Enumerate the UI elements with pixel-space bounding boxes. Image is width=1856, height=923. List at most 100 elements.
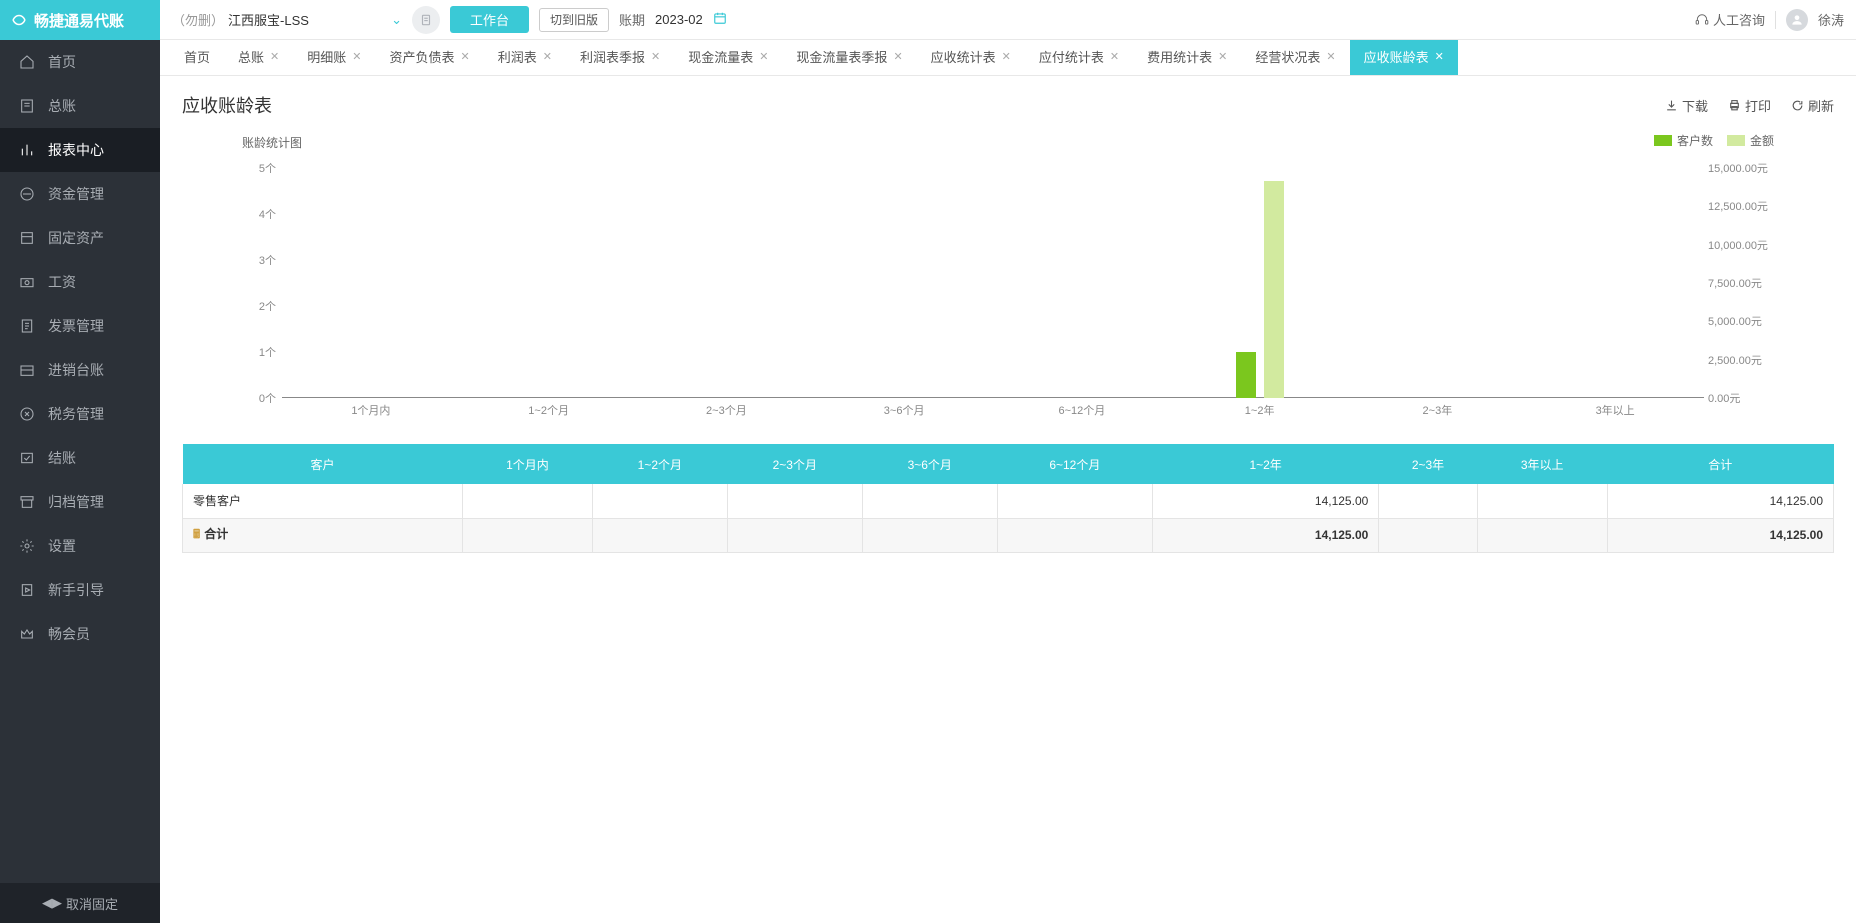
clipboard-icon[interactable] <box>412 6 440 34</box>
tab-label: 利润表季报 <box>580 47 645 66</box>
tab-3[interactable]: 资产负债表✕ <box>375 40 483 75</box>
tab-label: 费用统计表 <box>1147 47 1212 66</box>
tab-label: 首页 <box>184 47 210 66</box>
close-icon[interactable]: ✕ <box>1218 50 1227 63</box>
legend-item[interactable]: 客户数 <box>1654 132 1713 149</box>
cell <box>1477 484 1607 518</box>
x-tick: 1~2年 <box>1245 402 1275 418</box>
tab-label: 应收统计表 <box>931 47 996 66</box>
close-icon[interactable]: ✕ <box>651 50 660 63</box>
chart-title: 账龄统计图 <box>242 134 302 151</box>
tab-6[interactable]: 现金流量表✕ <box>674 40 782 75</box>
sidebar-toggle[interactable]: ◀▶ 取消固定 <box>0 883 160 923</box>
refresh-button[interactable]: 刷新 <box>1791 96 1834 115</box>
tab-4[interactable]: 利润表✕ <box>484 40 566 75</box>
org-prefix: （勿删） <box>172 10 224 29</box>
nav-item-salary[interactable]: 工资 <box>0 260 160 304</box>
aging-chart: 账龄统计图 客户数金额 0个1个2个3个4个5个0.00元2,500.00元5,… <box>182 128 1834 428</box>
close-icon[interactable]: ✕ <box>759 50 768 63</box>
tab-10[interactable]: 费用统计表 ✕ <box>1133 40 1241 75</box>
support-link[interactable]: 人工咨询 <box>1695 10 1765 29</box>
close-icon[interactable]: ✕ <box>461 50 470 63</box>
close-icon[interactable]: ✕ <box>1110 50 1119 63</box>
avatar[interactable] <box>1786 9 1808 31</box>
nav-item-ledger[interactable]: 总账 <box>0 84 160 128</box>
old-version-button[interactable]: 切到旧版 <box>539 8 609 32</box>
download-label: 下载 <box>1682 96 1708 115</box>
close-icon[interactable]: ✕ <box>1002 50 1011 63</box>
y-right-tick: 5,000.00元 <box>1708 313 1796 329</box>
x-tick: 2~3年 <box>1423 402 1453 418</box>
tab-12[interactable]: 应收账龄表 ✕ <box>1350 40 1458 75</box>
x-tick: 1个月内 <box>351 402 390 418</box>
x-tick: 2~3个月 <box>706 402 747 418</box>
tab-5[interactable]: 利润表季报 ✕ <box>566 40 674 75</box>
org-selector[interactable]: （勿删） 江西服宝-LSS ⌄ <box>172 10 402 29</box>
y-left-tick: 3个 <box>252 252 276 268</box>
brand-logo[interactable]: 畅捷通易代账 <box>0 0 160 40</box>
calendar-icon[interactable] <box>713 11 727 28</box>
tab-8[interactable]: 应收统计表 ✕ <box>917 40 1025 75</box>
nav-item-tax[interactable]: 税务管理 <box>0 392 160 436</box>
th: 合计 <box>1607 444 1833 484</box>
brand-text: 畅捷通易代账 <box>34 10 124 31</box>
tab-2[interactable]: 明细账✕ <box>293 40 375 75</box>
tab-0[interactable]: 首页 <box>170 40 224 75</box>
tab-9[interactable]: 应付统计表✕ <box>1025 40 1133 75</box>
print-button[interactable]: 打印 <box>1728 96 1771 115</box>
nav-item-settings[interactable]: 设置 <box>0 524 160 568</box>
close-icon[interactable]: ✕ <box>1326 50 1335 63</box>
tab-11[interactable]: 经营状况表✕ <box>1241 40 1349 75</box>
th: 1个月内 <box>463 444 593 484</box>
legend-label: 客户数 <box>1677 132 1713 149</box>
chart-legend: 客户数金额 <box>1654 132 1774 149</box>
fund-icon <box>18 185 36 203</box>
tab-label: 应收账龄表 <box>1364 47 1429 66</box>
th: 2~3个月 <box>727 444 862 484</box>
nav-item-report[interactable]: 报表中心 <box>0 128 160 172</box>
cell <box>463 518 593 552</box>
nav-label: 归档管理 <box>48 492 104 512</box>
username[interactable]: 徐涛 <box>1818 10 1844 29</box>
table-row[interactable]: 零售客户14,125.0014,125.00 <box>183 484 1834 518</box>
nav-item-home[interactable]: 首页 <box>0 40 160 84</box>
tab-label: 总账 <box>238 47 264 66</box>
nav-label: 进销台账 <box>48 360 104 380</box>
bar-customers[interactable] <box>1236 352 1256 398</box>
th: 1~2个月 <box>592 444 727 484</box>
bar-amount[interactable] <box>1264 181 1284 398</box>
close-icon[interactable]: ✕ <box>352 50 361 63</box>
nav-item-vip[interactable]: 畅会员 <box>0 612 160 656</box>
x-tick: 3~6个月 <box>884 402 925 418</box>
nav-item-stock[interactable]: 进销台账 <box>0 348 160 392</box>
th: 2~3年 <box>1379 444 1477 484</box>
x-axis <box>282 397 1704 398</box>
close-icon <box>18 449 36 467</box>
refresh-label: 刷新 <box>1808 96 1834 115</box>
close-icon[interactable]: ✕ <box>893 50 902 63</box>
cell <box>862 484 997 518</box>
chevron-down-icon: ⌄ <box>391 12 402 28</box>
nav-item-invoice[interactable]: 发票管理 <box>0 304 160 348</box>
close-icon[interactable]: ✕ <box>543 50 552 63</box>
download-button[interactable]: 下载 <box>1665 96 1708 115</box>
close-icon[interactable]: ✕ <box>270 50 279 63</box>
workbench-button[interactable]: 工作台 <box>450 6 529 33</box>
support-label: 人工咨询 <box>1713 10 1765 29</box>
nav-label: 税务管理 <box>48 404 104 424</box>
cell: 14,125.00 <box>1607 518 1833 552</box>
tab-1[interactable]: 总账 ✕ <box>224 40 293 75</box>
cell <box>592 484 727 518</box>
period-value[interactable]: 2023-02 <box>655 12 703 27</box>
nav-item-archive[interactable]: 归档管理 <box>0 480 160 524</box>
close-icon[interactable]: ✕ <box>1435 50 1444 63</box>
legend-item[interactable]: 金额 <box>1727 132 1774 149</box>
tab-7[interactable]: 现金流量表季报✕ <box>782 40 916 75</box>
nav-item-guide[interactable]: 新手引导 <box>0 568 160 612</box>
nav-item-fund[interactable]: 资金管理 <box>0 172 160 216</box>
th: 6~12个月 <box>997 444 1152 484</box>
nav-item-asset[interactable]: 固定资产 <box>0 216 160 260</box>
page-title: 应收账龄表 <box>182 92 272 118</box>
cell: 14,125.00 <box>1607 484 1833 518</box>
nav-item-close[interactable]: 结账 <box>0 436 160 480</box>
